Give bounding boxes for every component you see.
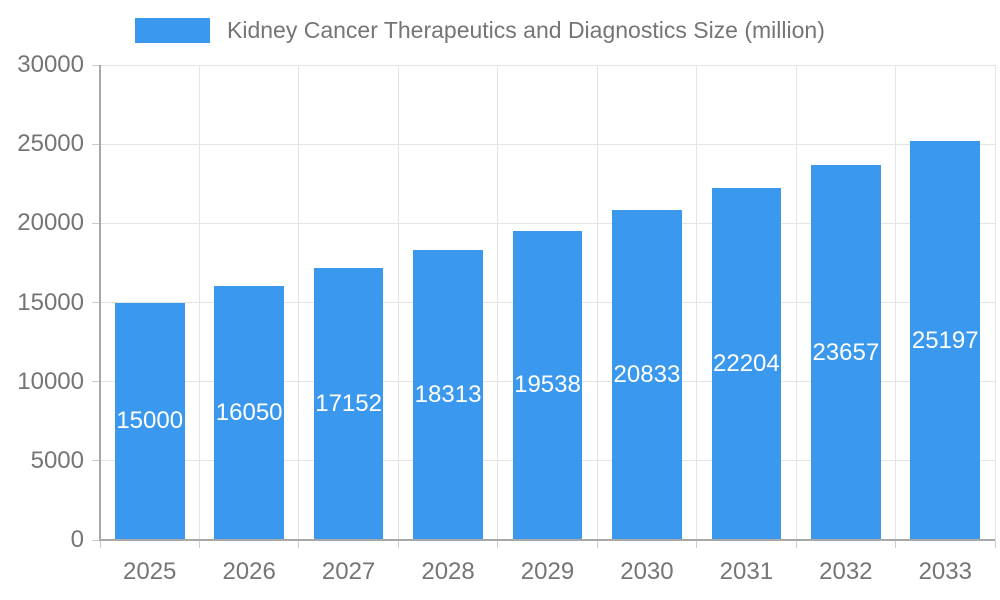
y-axis-tick bbox=[92, 539, 100, 541]
chart-legend: Kidney Cancer Therapeutics and Diagnosti… bbox=[135, 17, 825, 44]
x-tick-label: 2031 bbox=[719, 558, 774, 585]
bar: 20833 bbox=[612, 210, 682, 540]
x-axis-tick bbox=[795, 540, 797, 548]
x-tick-label: 2028 bbox=[421, 558, 475, 585]
y-tick-label: 20000 bbox=[17, 209, 84, 237]
bar-value-label: 15000 bbox=[116, 407, 184, 435]
bar: 15000 bbox=[114, 302, 185, 540]
gridline-vertical bbox=[994, 65, 996, 540]
x-axis-tick bbox=[895, 540, 897, 548]
legend-label: Kidney Cancer Therapeutics and Diagnosti… bbox=[227, 17, 825, 43]
y-tick-label: 0 bbox=[70, 526, 84, 553]
y-tick-label: 10000 bbox=[17, 367, 84, 395]
x-axis-line bbox=[100, 539, 995, 541]
y-axis-tick bbox=[92, 222, 100, 224]
gridline-vertical bbox=[696, 65, 698, 540]
bar-value-label: 22204 bbox=[713, 350, 780, 378]
gridline-vertical bbox=[298, 65, 300, 540]
bar-value-label: 20833 bbox=[613, 361, 681, 389]
x-axis-tick bbox=[596, 540, 598, 548]
bar-value-label: 16050 bbox=[215, 398, 283, 426]
x-tick-label: 2032 bbox=[819, 558, 873, 585]
gridline-vertical bbox=[497, 65, 499, 540]
gridline-horizontal bbox=[100, 143, 995, 145]
x-axis-tick bbox=[298, 540, 300, 548]
bar-value-label: 18313 bbox=[414, 381, 482, 408]
bar: 19538 bbox=[512, 230, 583, 540]
x-tick-label: 2033 bbox=[918, 558, 972, 585]
bar: 17152 bbox=[313, 268, 384, 540]
x-tick-label: 2030 bbox=[620, 558, 674, 585]
bar: 22204 bbox=[711, 188, 782, 540]
x-tick-label: 2027 bbox=[321, 558, 376, 585]
gridline-vertical bbox=[795, 65, 797, 540]
bar: 23657 bbox=[811, 165, 881, 540]
bar: 18313 bbox=[413, 250, 483, 540]
y-axis-tick bbox=[92, 143, 100, 145]
bar: 25197 bbox=[910, 141, 981, 540]
gridline-vertical bbox=[198, 65, 200, 540]
gridline-vertical bbox=[596, 65, 598, 540]
x-axis-tick bbox=[99, 540, 101, 548]
y-axis-tick bbox=[92, 381, 100, 383]
x-axis-tick bbox=[198, 540, 200, 548]
y-tick-label: 15000 bbox=[17, 288, 84, 316]
x-axis-tick bbox=[497, 540, 499, 548]
gridline-horizontal bbox=[100, 64, 995, 66]
y-axis-line bbox=[99, 65, 101, 541]
bar-value-label: 19538 bbox=[514, 371, 581, 399]
legend-swatch bbox=[135, 18, 210, 43]
y-tick-label: 5000 bbox=[30, 446, 84, 474]
x-axis-tick bbox=[994, 540, 996, 548]
bar: 16050 bbox=[214, 285, 284, 540]
x-tick-label: 2029 bbox=[520, 558, 575, 585]
y-tick-label: 30000 bbox=[17, 51, 84, 78]
y-axis-tick bbox=[92, 64, 100, 66]
y-tick-label: 25000 bbox=[17, 130, 84, 158]
y-axis-tick bbox=[92, 302, 100, 303]
bar-value-label: 23657 bbox=[812, 338, 880, 366]
bar-value-label: 25197 bbox=[911, 326, 979, 354]
x-axis-tick bbox=[696, 540, 698, 548]
x-tick-label: 2026 bbox=[222, 558, 276, 585]
y-axis-tick bbox=[92, 460, 100, 462]
gridline-vertical bbox=[397, 65, 399, 540]
gridline-vertical bbox=[895, 65, 897, 540]
x-axis-tick bbox=[397, 540, 399, 548]
gridline-horizontal bbox=[100, 222, 995, 224]
x-tick-label: 2025 bbox=[123, 558, 177, 585]
bar-value-label: 17152 bbox=[315, 390, 382, 418]
